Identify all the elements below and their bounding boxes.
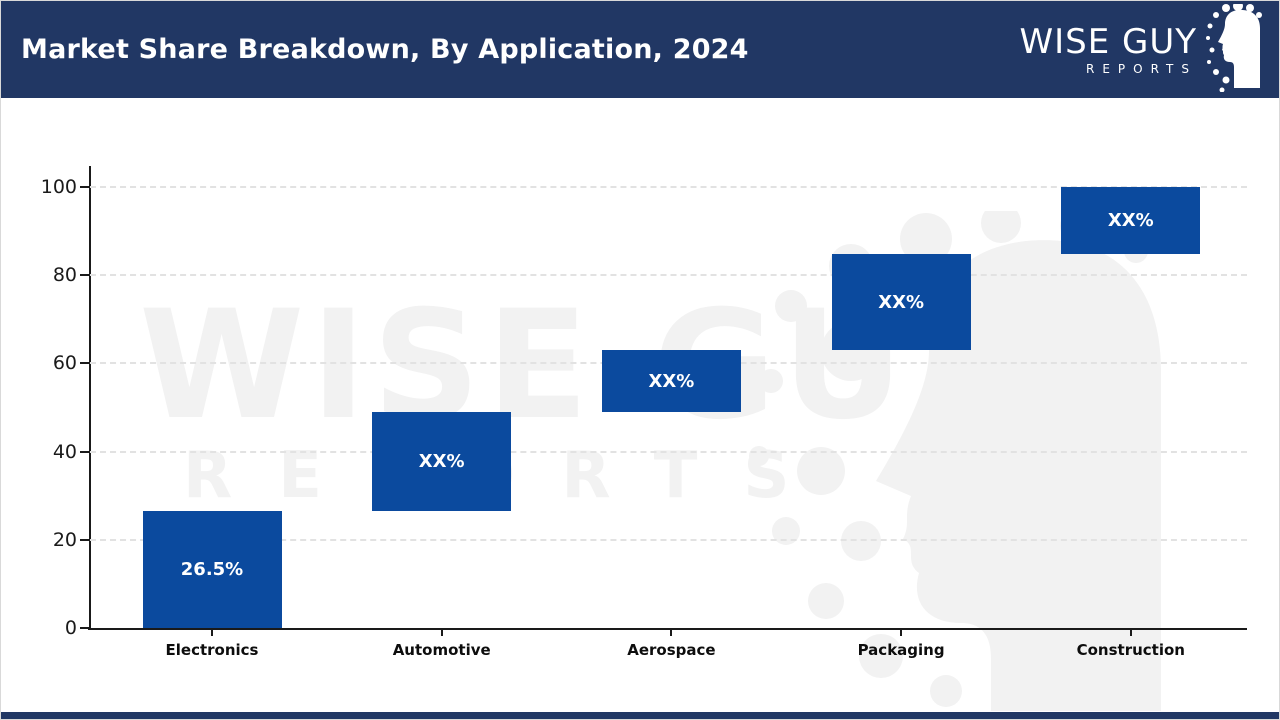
x-tick-mark	[670, 628, 673, 636]
y-tick-label: 100	[40, 176, 77, 198]
page-title: Market Share Breakdown, By Application, …	[21, 34, 749, 65]
bar-value-label: XX%	[648, 370, 695, 392]
y-tick-label: 40	[52, 440, 77, 463]
y-tick-mark	[80, 538, 89, 541]
x-category-label: Aerospace	[627, 641, 716, 659]
bar-electronics: 26.5%	[142, 511, 282, 628]
bar-construction: XX%	[1061, 187, 1201, 255]
brand-subname: REPORTS	[1085, 61, 1197, 76]
brand-logo: WISE GUY REPORTS	[1019, 1, 1267, 96]
y-tick-mark	[80, 362, 89, 365]
bar-value-label: XX%	[878, 291, 924, 313]
y-tick-label: 0	[64, 617, 77, 639]
y-tick-mark	[80, 274, 89, 277]
x-category-label: Electronics	[165, 641, 259, 659]
bar-aerospace: XX%	[601, 350, 741, 412]
bar-packaging: XX%	[831, 254, 971, 351]
y-axis-line	[89, 166, 91, 630]
y-tick-label: 20	[52, 528, 77, 551]
footer-bar	[1, 712, 1279, 719]
head-profile-dots-icon	[1201, 1, 1267, 96]
gridline	[90, 538, 1247, 541]
y-tick-label: 80	[52, 264, 77, 287]
x-tick-mark	[211, 628, 213, 636]
x-category-label: Packaging	[857, 641, 945, 659]
y-tick-label: 60	[52, 352, 77, 375]
y-tick-mark	[80, 450, 89, 453]
x-category-label: Automotive	[392, 641, 491, 659]
y-tick-mark	[80, 186, 89, 188]
bar-value-label: 26.5%	[180, 559, 244, 581]
x-tick-mark	[900, 628, 903, 636]
x-tick-mark	[1129, 628, 1132, 636]
gridline	[90, 274, 1247, 277]
bar-value-label: XX%	[418, 451, 465, 473]
x-tick-mark	[440, 628, 443, 636]
gridline	[90, 450, 1247, 453]
x-category-label: Construction	[1076, 641, 1185, 659]
y-tick-mark	[80, 627, 89, 629]
header-bar: Market Share Breakdown, By Application, …	[1, 1, 1279, 98]
bar-value-label: XX%	[1107, 210, 1154, 232]
brand-logo-text: WISE GUY REPORTS	[1019, 25, 1197, 75]
gridline	[90, 186, 1247, 188]
bar-automotive: XX%	[372, 411, 512, 512]
brand-name: WISE GUY	[1019, 21, 1197, 62]
x-axis-line	[88, 628, 1247, 630]
